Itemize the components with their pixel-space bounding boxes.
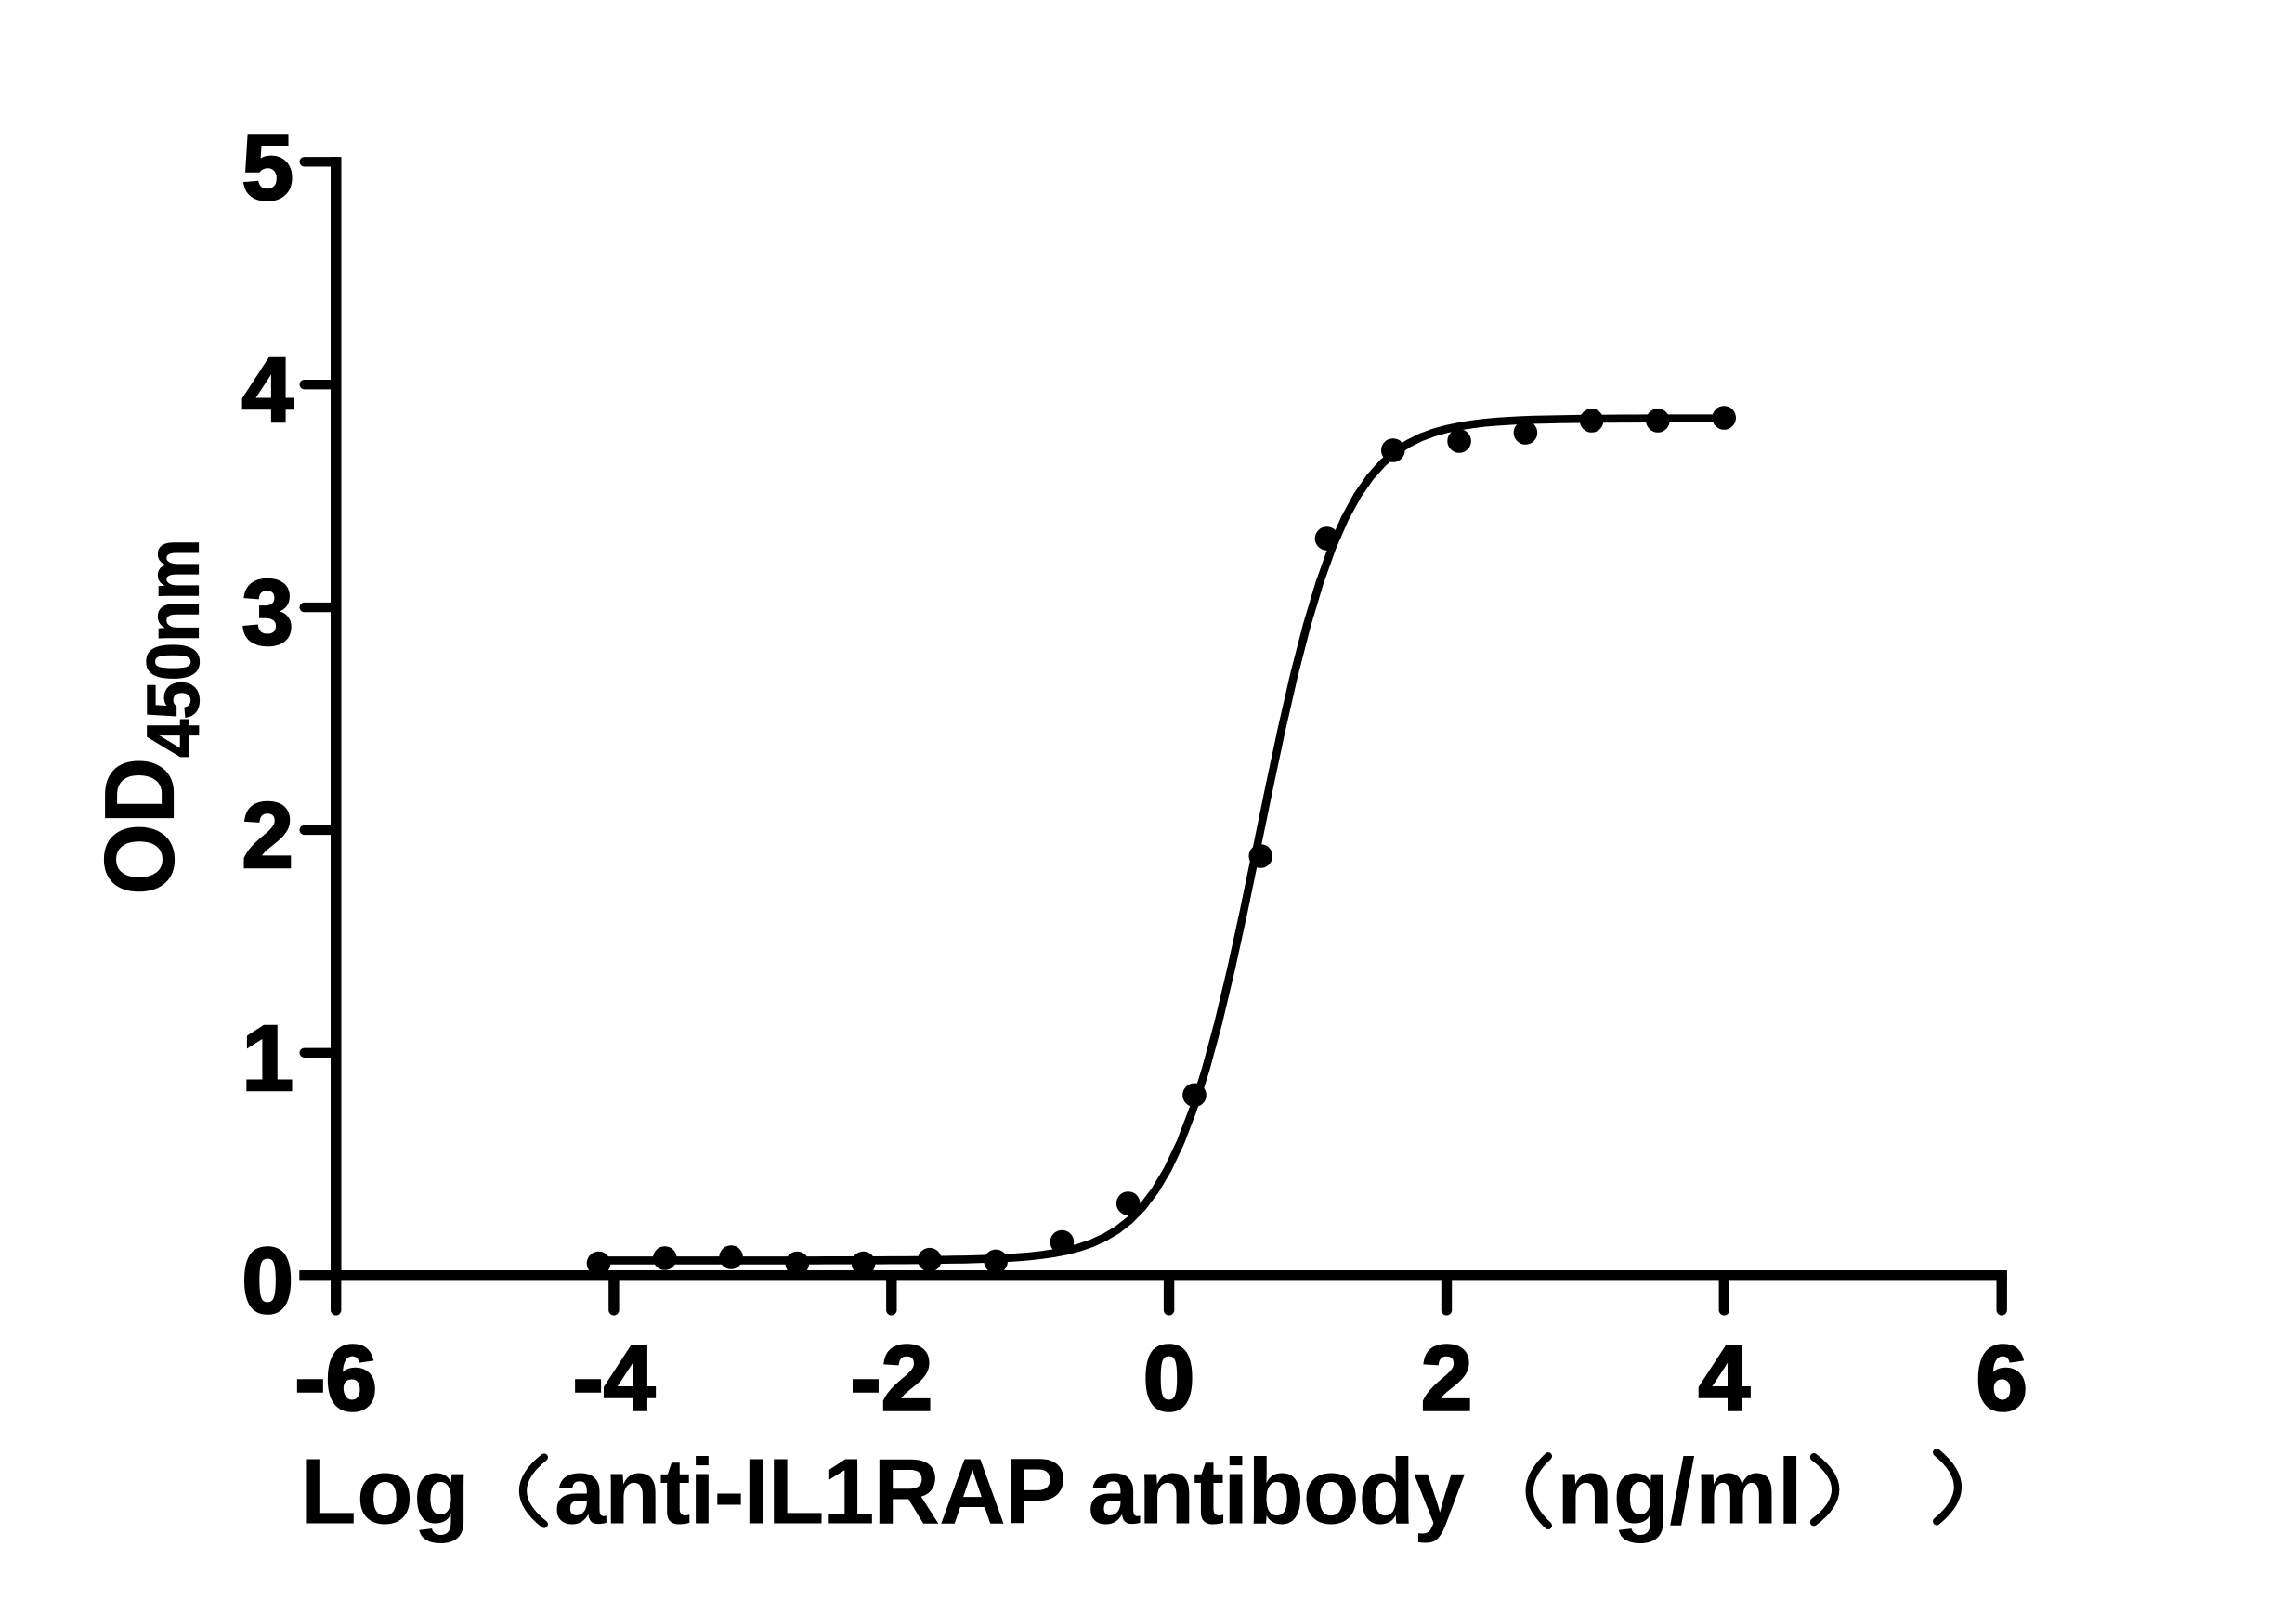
svg-text:1: 1 [241, 1007, 294, 1111]
svg-text:0: 0 [1143, 1326, 1195, 1430]
svg-text:3: 3 [241, 561, 294, 665]
svg-text:Log: Log [300, 1440, 470, 1544]
svg-text:5: 5 [241, 115, 294, 219]
svg-text:0: 0 [241, 1229, 294, 1333]
svg-text:6: 6 [1976, 1326, 2028, 1430]
svg-text:ng/ml: ng/ml [1557, 1440, 1803, 1544]
svg-text:4: 4 [241, 338, 294, 442]
svg-text:4: 4 [1698, 1326, 1750, 1430]
svg-text:-4: -4 [572, 1326, 655, 1430]
svg-text:-2: -2 [850, 1326, 933, 1430]
svg-text:2: 2 [1421, 1326, 1473, 1430]
svg-text:anti-IL1RAP antibody: anti-IL1RAP antibody [554, 1440, 1466, 1544]
svg-text:2: 2 [241, 784, 294, 888]
svg-text:-6: -6 [294, 1326, 377, 1430]
